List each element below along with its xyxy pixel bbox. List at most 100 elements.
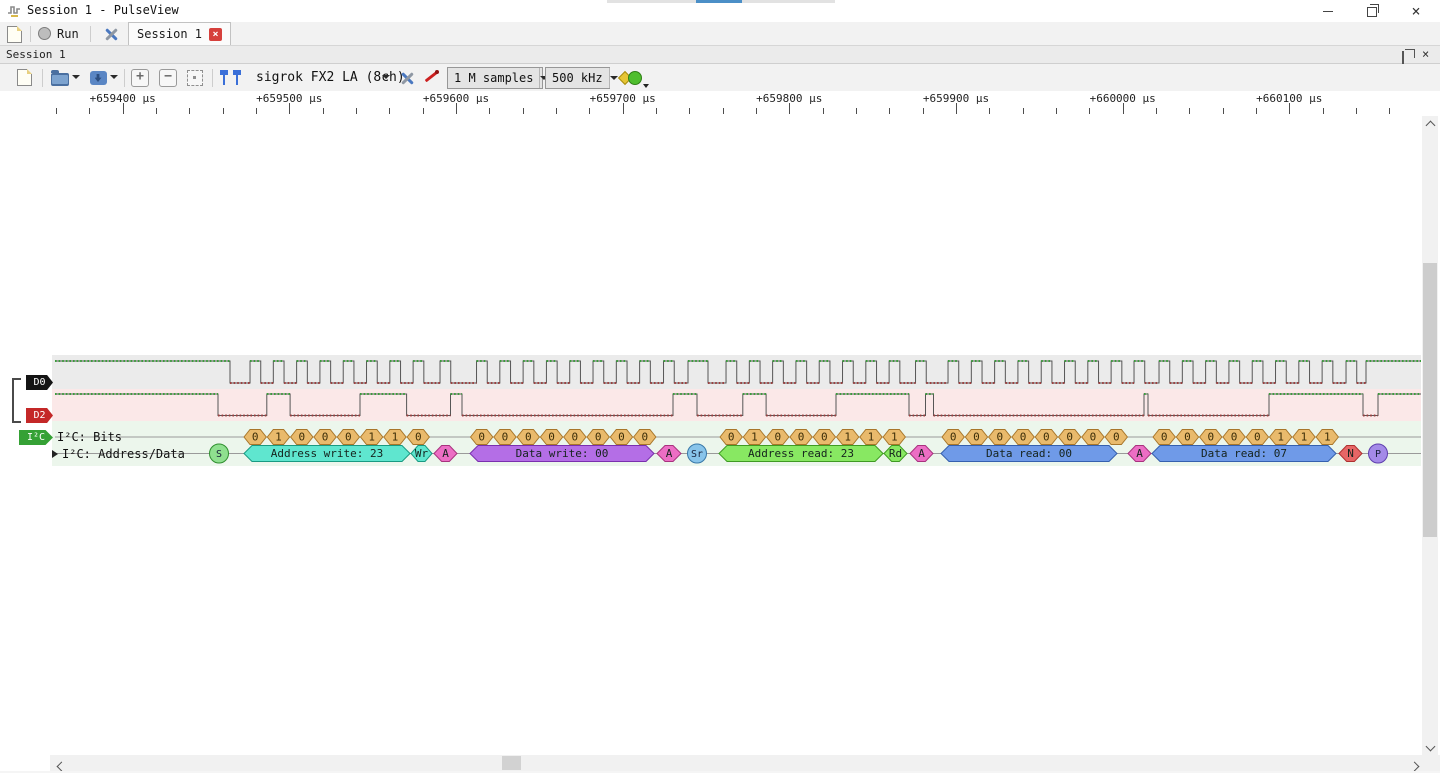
time-ruler[interactable]: +659400 μs +659500 μs +659600 μs +659700 μs… — [0, 91, 1440, 116]
cursor-flag-icon — [232, 70, 241, 85]
open-button[interactable] — [50, 69, 70, 87]
sample-rate-value: 500 kHz — [552, 71, 603, 85]
settings-button[interactable] — [100, 25, 122, 43]
add-decoder-button[interactable] — [617, 69, 649, 88]
show-cursors-button[interactable] — [220, 70, 241, 85]
zoom-fit-button[interactable] — [187, 70, 203, 86]
ruler-tick-major — [456, 103, 457, 114]
dock-close-icon: × — [1422, 47, 1430, 61]
titlebar: Session 1 - PulseView × — [0, 0, 1440, 22]
ruler-tick-major — [289, 103, 291, 114]
sample-rate-combo[interactable]: 500 kHz — [545, 67, 618, 89]
i2c-annotation — [718, 445, 884, 462]
svg-text:Rd: Rd — [889, 447, 902, 460]
i2c-annotation — [209, 443, 229, 464]
svg-text:0: 0 — [1113, 431, 1120, 444]
i2c-bit-annotation — [1152, 429, 1176, 445]
vertical-scrollbar-thumb[interactable] — [1423, 263, 1437, 537]
i2c-bit-annotation — [609, 429, 634, 445]
i2c-annotation — [687, 443, 707, 464]
svg-text:1: 1 — [1324, 431, 1331, 444]
new-session-button[interactable] — [4, 25, 24, 43]
svg-text:1: 1 — [368, 431, 375, 444]
dropdown-icon — [72, 75, 80, 79]
zoom-out-button[interactable]: − — [159, 69, 177, 87]
i2c-annotation — [940, 445, 1118, 462]
tab-close-button[interactable]: × — [209, 27, 223, 41]
dock-float-button[interactable] — [1402, 50, 1404, 67]
svg-text:A: A — [442, 447, 449, 460]
svg-text:Sr: Sr — [691, 449, 703, 460]
i2c-bit-annotation — [1245, 429, 1270, 445]
ruler-tick-minor — [1189, 108, 1191, 114]
ruler-label: +659800 μs — [756, 92, 823, 105]
save-dropdown[interactable] — [110, 75, 118, 79]
device-dropdown[interactable] — [382, 75, 390, 79]
vertical-scrollbar[interactable] — [1422, 116, 1438, 755]
i2c-bit-annotation — [1315, 429, 1340, 445]
i2c-annotation — [909, 445, 934, 462]
i2c-bit-annotation — [469, 429, 494, 445]
svg-text:0: 0 — [1207, 431, 1214, 444]
svg-text:S: S — [216, 449, 222, 460]
ruler-tick-minor — [356, 108, 357, 114]
channels-button[interactable] — [424, 69, 440, 85]
open-dropdown[interactable] — [72, 75, 80, 79]
run-button[interactable]: Run — [38, 24, 79, 43]
ruler-label: +659400 μs — [89, 92, 156, 105]
open-folder-icon — [51, 70, 69, 86]
dropdown-icon — [382, 75, 390, 79]
ruler-label: +659700 μs — [589, 92, 656, 105]
i2c-bit-annotation — [406, 429, 431, 445]
restore-button[interactable] — [1350, 0, 1394, 22]
ruler-tick-minor — [89, 108, 91, 114]
scroll-down-button[interactable] — [1422, 739, 1438, 755]
svg-text:Data read: 07: Data read: 07 — [1201, 447, 1287, 460]
row-expander-icon[interactable] — [52, 450, 58, 458]
ruler-label: +659900 μs — [922, 92, 990, 105]
svg-text:0: 0 — [1254, 431, 1261, 444]
session-tab[interactable]: Session 1 × — [128, 22, 232, 45]
i2c-annotation — [1368, 443, 1388, 464]
dock-close-button[interactable]: × — [1422, 46, 1429, 63]
ruler-tick-minor — [589, 108, 591, 114]
i2c-annotation — [656, 445, 682, 462]
new-view-button[interactable] — [14, 68, 34, 87]
decoder-icon — [617, 69, 649, 88]
svg-text:0: 0 — [415, 431, 422, 444]
trace-label-d0[interactable]: D0 — [26, 375, 53, 390]
ruler-tick-minor — [1156, 108, 1157, 114]
dock-title: Session 1 — [6, 48, 66, 61]
save-button[interactable] — [88, 70, 108, 86]
channel-group-bracket[interactable] — [12, 378, 21, 423]
dock-header: Session 1 × — [0, 46, 1440, 67]
i2c-bit-annotation — [563, 429, 587, 445]
configure-device-button[interactable] — [397, 69, 417, 87]
minimize-button[interactable] — [1306, 0, 1350, 22]
ruler-tick-major — [1289, 103, 1291, 114]
svg-text:0: 0 — [774, 431, 781, 444]
decoder-tag-i2c[interactable]: I²C — [19, 430, 53, 445]
i2c-bit-annotation — [812, 429, 837, 445]
save-icon — [89, 71, 107, 85]
top-overlay-progress — [696, 0, 742, 3]
ruler-tick-minor — [156, 108, 157, 114]
i2c-bit-annotation — [765, 429, 790, 445]
scroll-up-button[interactable] — [1422, 116, 1438, 132]
trace-view[interactable]: 0 1 0 0 0 1 1 0 0 0 0 0 0 0 0 0 0 1 0 0 0 1 1 1 0 0 0 0 0 0 0 0 0 0 0 0 0 1 1 1… — [0, 116, 1440, 755]
svg-text:0: 0 — [618, 431, 625, 444]
new-view-icon — [16, 69, 32, 86]
toolbar-separator — [124, 69, 125, 87]
zoom-in-button[interactable]: + — [131, 69, 149, 87]
svg-text:0: 0 — [950, 431, 957, 444]
trace-label-d2[interactable]: D2 — [26, 408, 53, 423]
device-selector[interactable]: sigrok FX2 LA (8ch) — [256, 70, 405, 85]
i2c-bit-annotation — [964, 429, 989, 445]
sample-count-combo[interactable]: 1 M samples — [447, 67, 549, 89]
run-label: Run — [57, 26, 79, 41]
ruler-tick-minor — [1089, 108, 1091, 114]
close-button[interactable]: × — [1394, 0, 1438, 22]
horizontal-scrollbar[interactable] — [50, 755, 1421, 772]
svg-text:0: 0 — [1043, 431, 1050, 444]
horizontal-scrollbar-thumb[interactable] — [502, 756, 521, 770]
